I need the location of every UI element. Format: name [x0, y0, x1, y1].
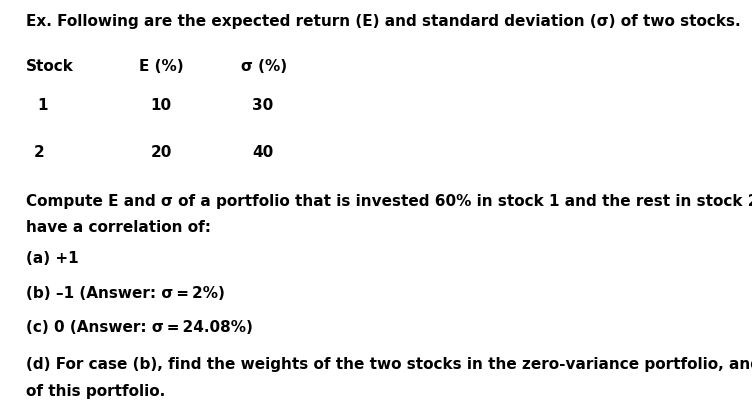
Text: 10: 10 [150, 98, 171, 113]
Text: 30: 30 [252, 98, 273, 113]
Text: 1: 1 [38, 98, 48, 113]
Text: (a) +1: (a) +1 [26, 251, 79, 266]
Text: of this portfolio.: of this portfolio. [26, 384, 165, 399]
Text: have a correlation of:: have a correlation of: [26, 220, 211, 235]
Text: 40: 40 [252, 145, 273, 160]
Text: 2: 2 [34, 145, 44, 160]
Text: Compute E and σ of a portfolio that is invested 60% in stock 1 and the rest in s: Compute E and σ of a portfolio that is i… [26, 194, 752, 209]
Text: E (%): E (%) [139, 59, 183, 74]
Text: (d) For case (b), find the weights of the two stocks in the zero-variance portfo: (d) For case (b), find the weights of th… [26, 357, 752, 372]
Text: (c) 0 (Answer: σ = 24.08%): (c) 0 (Answer: σ = 24.08%) [26, 320, 253, 335]
Text: 20: 20 [150, 145, 171, 160]
Text: (b) –1 (Answer: σ = 2%): (b) –1 (Answer: σ = 2%) [26, 286, 225, 301]
Text: Ex. Following are the expected return (E) and standard deviation (σ) of two stoc: Ex. Following are the expected return (E… [26, 14, 741, 29]
Text: σ (%): σ (%) [241, 59, 287, 74]
Text: Stock: Stock [26, 59, 74, 74]
